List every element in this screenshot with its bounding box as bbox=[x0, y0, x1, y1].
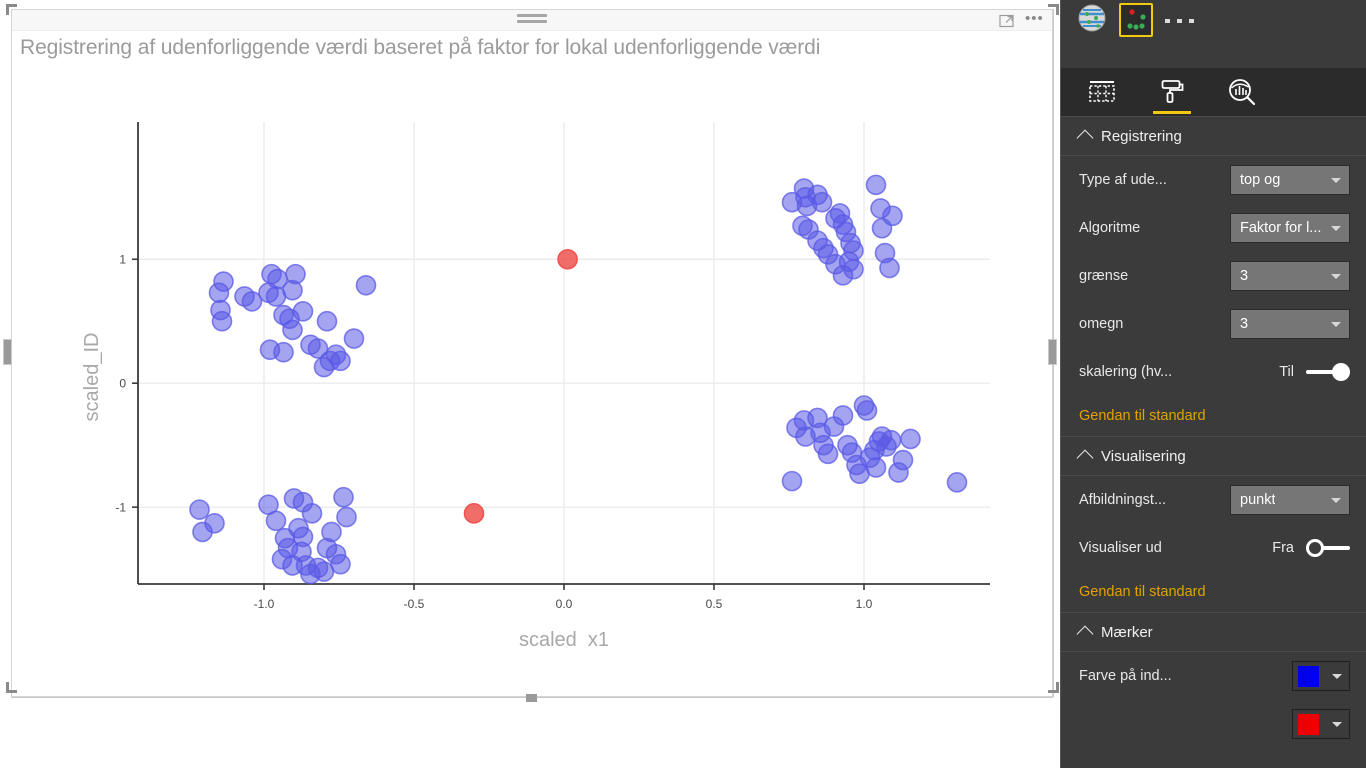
svg-text:scaled_ID: scaled_ID bbox=[81, 333, 103, 422]
chevron-down-icon bbox=[1331, 322, 1341, 327]
dropdown-omegn[interactable]: 3 bbox=[1230, 309, 1350, 339]
chevron-down-icon bbox=[1331, 178, 1341, 183]
resize-handle-bottom-left[interactable] bbox=[6, 682, 17, 693]
dropdown-value: top og bbox=[1240, 172, 1281, 188]
row-label: grænse bbox=[1079, 268, 1129, 284]
chevron-up-icon bbox=[1076, 449, 1094, 467]
row-farve-paa-ud bbox=[1061, 700, 1366, 748]
color-swatch bbox=[1298, 665, 1319, 687]
svg-text:0.0: 0.0 bbox=[556, 597, 573, 611]
tab-analytics[interactable] bbox=[1219, 70, 1265, 114]
toggle-state-label: Til bbox=[1279, 364, 1294, 380]
row-label: Afbildningst... bbox=[1079, 492, 1167, 508]
svg-text:scaled_x1: scaled_x1 bbox=[519, 629, 609, 646]
visualizations-pane: Registrering Type af ude... top og Algor… bbox=[1060, 0, 1366, 768]
pane-tabs bbox=[1060, 68, 1366, 116]
map-visual-icon[interactable] bbox=[1077, 3, 1111, 37]
focus-mode-icon[interactable] bbox=[998, 12, 1016, 29]
dropdown-value: Faktor for l... bbox=[1240, 220, 1322, 236]
row-algoritme: Algoritme Faktor for l... bbox=[1061, 204, 1366, 252]
dropdown-algoritme[interactable]: Faktor for l... bbox=[1230, 213, 1350, 243]
chevron-down-icon bbox=[1332, 722, 1342, 727]
report-canvas: ••• Registrering af udenforliggende værd… bbox=[3, 4, 1059, 702]
toggle-switch-on[interactable] bbox=[1306, 363, 1350, 381]
gallery-more-icon[interactable] bbox=[1165, 6, 1199, 32]
page-title: Registrering af udenforliggende værdi ba… bbox=[20, 36, 821, 59]
visual-header: ••• bbox=[12, 10, 1052, 31]
chevron-down-icon bbox=[1331, 274, 1341, 279]
chevron-down-icon bbox=[1332, 674, 1342, 679]
section-title: Registrering bbox=[1101, 127, 1182, 145]
row-label: omegn bbox=[1079, 316, 1124, 332]
row-label: Algoritme bbox=[1079, 220, 1141, 236]
row-farve-paa-ind: Farve på ind... bbox=[1061, 652, 1366, 700]
color-picker-inlier[interactable] bbox=[1292, 661, 1350, 691]
svg-text:-1.0: -1.0 bbox=[254, 597, 275, 611]
plot-svg: -1.0 -0.5 0.0 0.5 1.0 1 0 -1 scaled_x1 scaled_ID bbox=[81, 122, 990, 646]
section-header-visualisering[interactable]: Visualisering bbox=[1061, 436, 1366, 476]
svg-text:-0.5: -0.5 bbox=[404, 597, 425, 611]
row-label: Visualiser ud bbox=[1079, 540, 1162, 556]
resize-handle-bottom[interactable] bbox=[526, 694, 537, 702]
tab-fields[interactable] bbox=[1079, 70, 1125, 114]
outlier-visual-icon[interactable] bbox=[1119, 3, 1153, 37]
series-inlier bbox=[189, 174, 968, 585]
resize-handle-bottom-right[interactable] bbox=[1048, 682, 1059, 693]
row-type-af-ude: Type af ude... top og bbox=[1061, 156, 1366, 204]
resize-handle-top-left[interactable] bbox=[6, 4, 17, 15]
row-omegn: omegn 3 bbox=[1061, 300, 1366, 348]
toggle-state-label: Fra bbox=[1272, 540, 1294, 556]
reset-to-default-registrering[interactable]: Gendan til standard bbox=[1079, 408, 1206, 424]
dropdown-value: 3 bbox=[1240, 268, 1249, 284]
series-outlier bbox=[463, 248, 578, 524]
more-options-icon[interactable]: ••• bbox=[1025, 10, 1044, 27]
row-label: skalering (hv... bbox=[1079, 364, 1173, 380]
dropdown-value: 3 bbox=[1240, 316, 1249, 332]
toggle-visualiser-ud[interactable]: Fra bbox=[1272, 539, 1350, 557]
visualization-gallery bbox=[1060, 0, 1366, 68]
svg-text:1: 1 bbox=[119, 253, 126, 267]
row-visualiser-ud: Visualiser ud Fra bbox=[1061, 524, 1366, 572]
row-graense: grænse 3 bbox=[1061, 252, 1366, 300]
chevron-down-icon bbox=[1331, 498, 1341, 503]
resize-handle-left[interactable] bbox=[3, 339, 12, 365]
scatter-plot[interactable]: -1.0 -0.5 0.0 0.5 1.0 1 0 -1 scaled_x1 scaled_ID bbox=[76, 118, 994, 646]
tab-format[interactable] bbox=[1149, 70, 1195, 114]
svg-text:0.5: 0.5 bbox=[706, 597, 723, 611]
visual-container[interactable]: ••• Registrering af udenforliggende værd… bbox=[11, 9, 1053, 697]
row-skalering: skalering (hv... Til bbox=[1061, 348, 1366, 396]
dropdown-afbildningstype[interactable]: punkt bbox=[1230, 485, 1350, 515]
dropdown-graense[interactable]: 3 bbox=[1230, 261, 1350, 291]
chevron-up-icon bbox=[1076, 129, 1094, 147]
toggle-skalering[interactable]: Til bbox=[1279, 363, 1350, 381]
dropdown-value: punkt bbox=[1240, 492, 1276, 508]
row-afbildningstype: Afbildningst... punkt bbox=[1061, 476, 1366, 524]
chevron-down-icon bbox=[1331, 226, 1341, 231]
svg-text:-1: -1 bbox=[115, 501, 126, 515]
color-picker-outlier[interactable] bbox=[1292, 709, 1350, 739]
pane-body: Registrering Type af ude... top og Algor… bbox=[1060, 116, 1366, 768]
section-header-registrering[interactable]: Registrering bbox=[1061, 116, 1366, 156]
svg-text:0: 0 bbox=[119, 377, 126, 391]
dropdown-type-af-ude[interactable]: top og bbox=[1230, 165, 1350, 195]
chevron-up-icon bbox=[1076, 625, 1094, 643]
section-title: Visualisering bbox=[1101, 447, 1186, 465]
drag-handle-icon[interactable] bbox=[517, 14, 547, 27]
reset-to-default-visualisering[interactable]: Gendan til standard bbox=[1079, 584, 1206, 600]
row-label: Type af ude... bbox=[1079, 172, 1167, 188]
section-title: Mærker bbox=[1101, 623, 1153, 641]
color-swatch bbox=[1298, 713, 1319, 735]
resize-handle-right[interactable] bbox=[1048, 339, 1057, 365]
resize-handle-top-right[interactable] bbox=[1048, 4, 1059, 15]
svg-text:1.0: 1.0 bbox=[856, 597, 873, 611]
section-header-maerker[interactable]: Mærker bbox=[1061, 612, 1366, 652]
row-label: Farve på ind... bbox=[1079, 668, 1172, 684]
toggle-switch-off[interactable] bbox=[1306, 539, 1350, 557]
